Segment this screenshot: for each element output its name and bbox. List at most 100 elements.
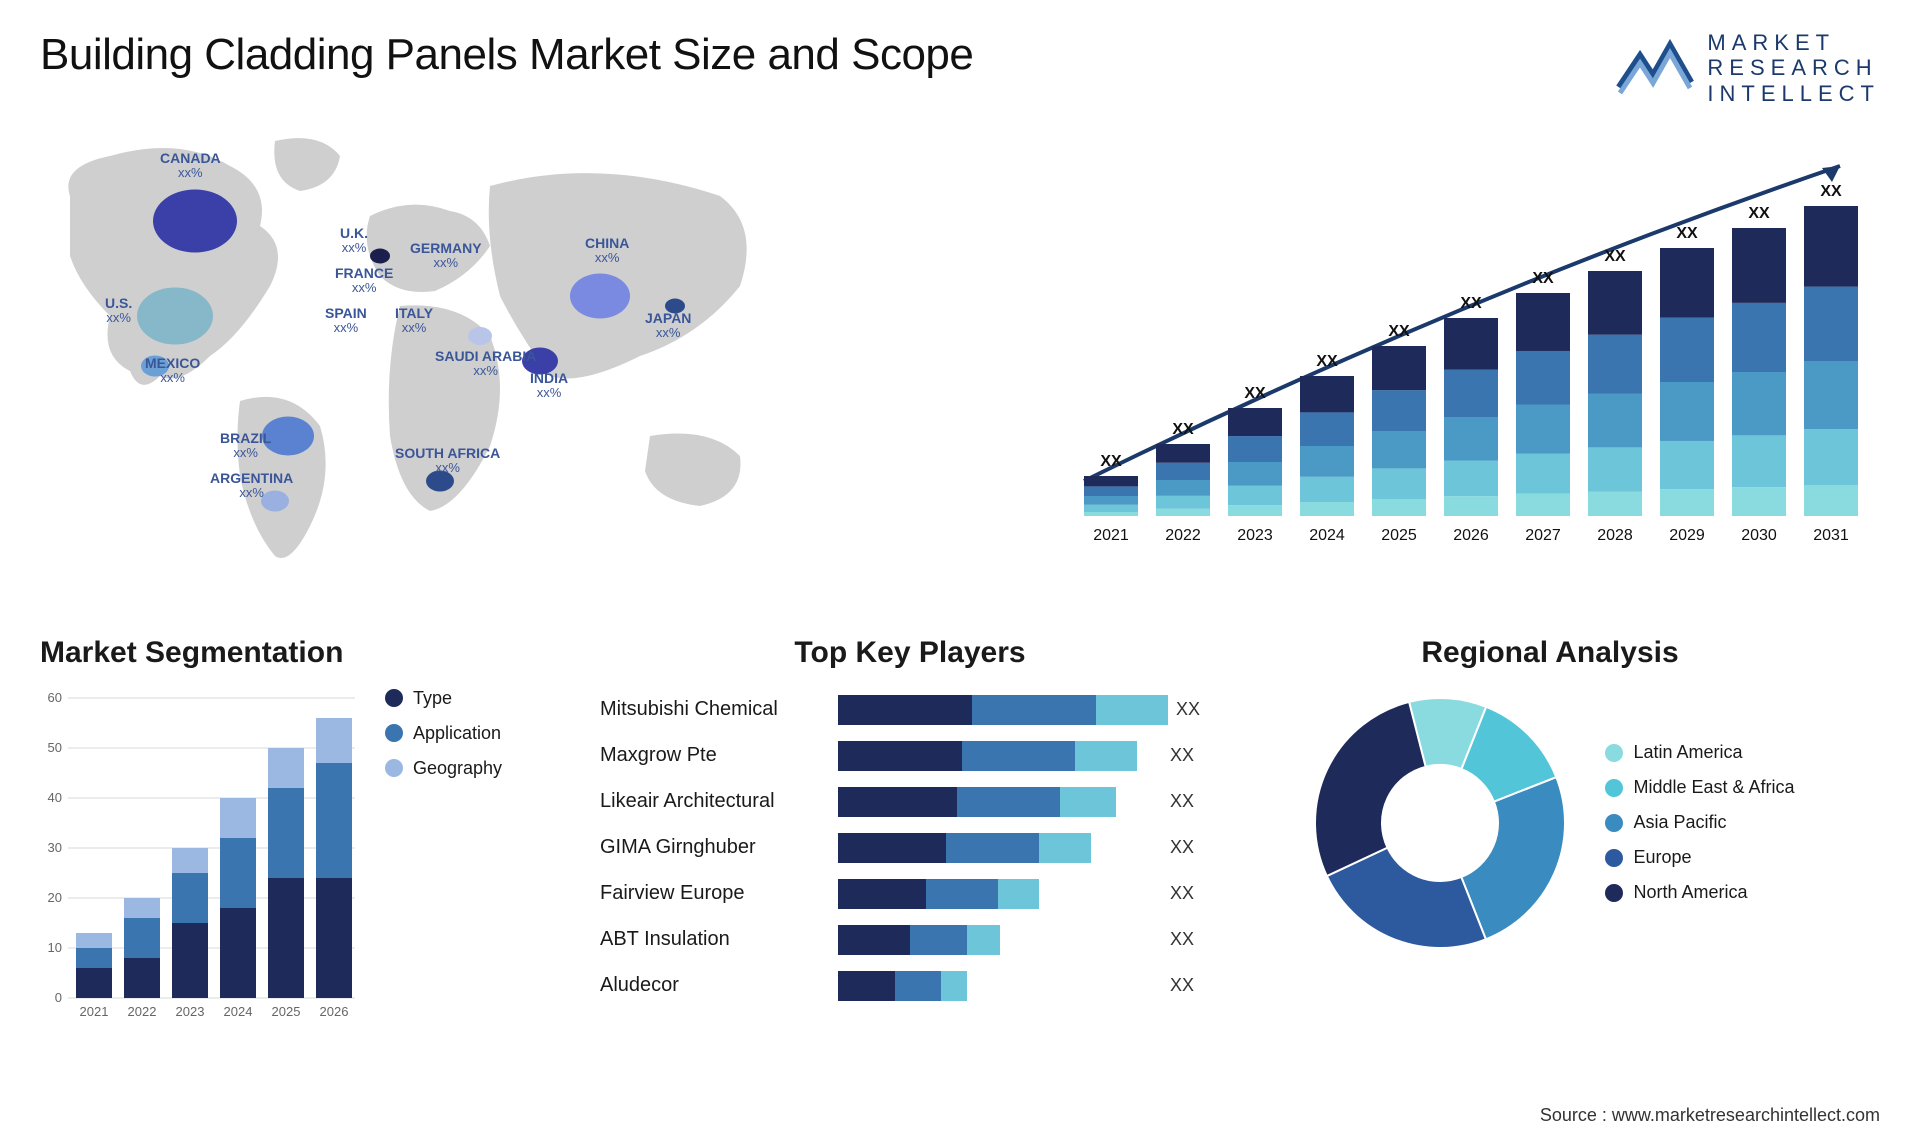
svg-text:2024: 2024 [224, 1004, 253, 1019]
player-bar-segment [1039, 833, 1091, 863]
svg-text:XX: XX [1244, 385, 1266, 402]
growth-bar-chart: XX2021XX2022XX2023XX2024XX2025XX2026XX20… [1060, 126, 1880, 566]
map-label: CANADAxx% [160, 151, 221, 181]
player-value: XX [1170, 745, 1220, 766]
player-bar [838, 787, 1116, 817]
player-value: XX [1170, 929, 1220, 950]
legend-swatch [1605, 744, 1623, 762]
svg-text:2025: 2025 [272, 1004, 301, 1019]
legend-label: Europe [1633, 847, 1691, 868]
player-row: Mitsubishi ChemicalXX [600, 688, 1220, 732]
legend-swatch [385, 724, 403, 742]
map-label: GERMANYxx% [410, 241, 482, 271]
player-name: Maxgrow Pte [600, 744, 830, 767]
svg-text:XX: XX [1604, 248, 1626, 265]
players-title: Top Key Players [600, 636, 1220, 670]
map-label: SAUDI ARABIAxx% [435, 349, 536, 379]
logo-icon [1615, 38, 1695, 98]
player-value: XX [1176, 699, 1226, 720]
regional-title: Regional Analysis [1270, 636, 1830, 670]
map-label: FRANCExx% [335, 266, 393, 296]
player-row: Maxgrow Pte XX [600, 734, 1220, 778]
svg-text:60: 60 [48, 690, 62, 705]
player-bar-segment [962, 741, 1075, 771]
map-label: MEXICOxx% [145, 356, 200, 386]
svg-text:2030: 2030 [1741, 527, 1777, 544]
player-name: GIMA Girnghuber [600, 836, 830, 859]
source-attribution: Source : www.marketresearchintellect.com [1540, 1105, 1880, 1126]
svg-text:XX: XX [1820, 183, 1842, 200]
player-bar-segment [838, 925, 910, 955]
legend-item: Type [385, 688, 502, 709]
svg-text:2021: 2021 [80, 1004, 109, 1019]
player-value: XX [1170, 837, 1220, 858]
player-bar-segment [910, 925, 967, 955]
legend-swatch [1605, 849, 1623, 867]
legend-swatch [1605, 884, 1623, 902]
legend-item: Middle East & Africa [1605, 777, 1794, 798]
key-players-panel: Top Key Players Mitsubishi ChemicalXXMax… [600, 636, 1220, 1066]
player-name: ABT Insulation [600, 928, 830, 951]
map-label: JAPANxx% [645, 311, 691, 341]
map-label: CHINAxx% [585, 236, 629, 266]
svg-text:2022: 2022 [128, 1004, 157, 1019]
player-row: ABT Insulation XX [600, 918, 1220, 962]
segmentation-panel: Market Segmentation 01020304050602021202… [40, 636, 550, 1066]
logo-text-1: MARKET [1707, 30, 1880, 55]
player-bar [838, 741, 1137, 771]
svg-text:XX: XX [1388, 323, 1410, 340]
svg-text:50: 50 [48, 740, 62, 755]
svg-text:XX: XX [1316, 353, 1338, 370]
svg-text:10: 10 [48, 940, 62, 955]
svg-text:2026: 2026 [1453, 527, 1489, 544]
player-bar [838, 971, 967, 1001]
svg-text:XX: XX [1532, 270, 1554, 287]
map-label: BRAZILxx% [220, 431, 271, 461]
player-bar [838, 833, 1091, 863]
svg-text:2021: 2021 [1093, 527, 1129, 544]
player-bar-segment [1096, 695, 1168, 725]
svg-text:30: 30 [48, 840, 62, 855]
player-bar-segment [967, 925, 1000, 955]
legend-item: Latin America [1605, 742, 1794, 763]
player-bar-segment [972, 695, 1096, 725]
map-label: U.S.xx% [105, 296, 132, 326]
player-bar-segment [998, 879, 1039, 909]
svg-text:2028: 2028 [1597, 527, 1633, 544]
regional-legend: Latin America Middle East & Africa Asia Pa… [1605, 742, 1794, 903]
growth-chart-panel: XX2021XX2022XX2023XX2024XX2025XX2026XX20… [1060, 126, 1880, 586]
segmentation-legend: TypeApplicationGeography [385, 688, 502, 1028]
player-bar-segment [1075, 741, 1137, 771]
legend-swatch [1605, 814, 1623, 832]
legend-item: Europe [1605, 847, 1794, 868]
player-value: XX [1170, 791, 1220, 812]
player-row: Likeair ArchitecturalXX [600, 780, 1220, 824]
player-bar-segment [838, 833, 946, 863]
player-bar-segment [1060, 787, 1117, 817]
world-map [40, 126, 800, 566]
svg-text:XX: XX [1172, 421, 1194, 438]
svg-text:XX: XX [1748, 205, 1770, 222]
svg-text:2023: 2023 [176, 1004, 205, 1019]
legend-item: Asia Pacific [1605, 812, 1794, 833]
player-bar [838, 879, 1039, 909]
world-map-panel: CANADAxx% U.S.xx% MEXICOxx% BRAZILxx% ARGENT… [40, 126, 1000, 586]
svg-text:2025: 2025 [1381, 527, 1417, 544]
svg-text:XX: XX [1100, 453, 1122, 470]
player-bar-segment [838, 787, 957, 817]
svg-text:0: 0 [55, 990, 62, 1005]
regional-panel: Regional Analysis Latin America Middle Ea… [1270, 636, 1830, 1066]
svg-text:XX: XX [1676, 225, 1698, 242]
player-name: Mitsubishi Chemical [600, 698, 830, 721]
svg-text:2027: 2027 [1525, 527, 1561, 544]
legend-label: North America [1633, 882, 1747, 903]
legend-swatch [1605, 779, 1623, 797]
legend-label: Middle East & Africa [1633, 777, 1794, 798]
player-bar-segment [838, 741, 962, 771]
player-bar-segment [941, 971, 967, 1001]
map-label: ARGENTINAxx% [210, 471, 293, 501]
map-label: INDIAxx% [530, 371, 568, 401]
player-bar-segment [838, 879, 926, 909]
svg-text:2023: 2023 [1237, 527, 1273, 544]
player-bar-segment [926, 879, 998, 909]
